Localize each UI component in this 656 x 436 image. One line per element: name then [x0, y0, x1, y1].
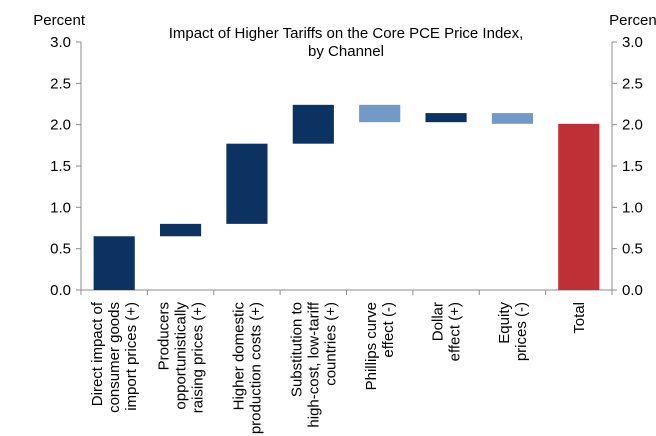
x-tick-label-line: high-cost, low-tariff [305, 301, 322, 427]
y-axis-label-left: Percent [33, 12, 86, 29]
bar-1 [93, 236, 135, 290]
y-tick-label-left: 1.5 [50, 158, 71, 175]
x-tick-label-line: import prices (+) [123, 302, 140, 411]
x-tick-label: Equity prices (-) [496, 302, 530, 362]
x-tick-label-line: effect (+) [447, 302, 464, 361]
x-tick-label-line: Total [571, 302, 588, 334]
x-tick-label-line: Phillips curve [363, 302, 380, 390]
y-tick-label-left: 0.0 [50, 282, 71, 299]
x-tick-label: Higher domestic production costs (+) [230, 302, 264, 435]
y-tick-label-left: 2.5 [50, 75, 71, 92]
x-tick-label-line: production costs (+) [247, 302, 264, 434]
x-tick-label-line: Higher domestic [230, 302, 247, 411]
y-tick-label-left: 3.0 [50, 34, 71, 51]
y-tick-label-right: 0.0 [622, 282, 643, 299]
x-tick-label-line: raising prices (+) [190, 302, 207, 413]
x-tick-label-line: Equity [496, 302, 513, 344]
bar-5 [359, 104, 401, 123]
y-tick-label-right: 3.0 [622, 34, 643, 51]
x-tick-label: Producers opportunistically raising prices… [156, 302, 207, 414]
x-tick-label-line: Direct impact of [89, 301, 106, 406]
chart-title-line1: Impact of Higher Tariffs on the Core PCE… [169, 25, 524, 42]
x-tick-label-line: Dollar [430, 302, 447, 341]
x-tick-label-line: Producers [156, 302, 173, 370]
y-tick-label-left: 0.5 [50, 241, 71, 258]
x-tick-label-line: opportunistically [173, 302, 190, 410]
x-tick-label: Substitution to high-cost, low-tariff coun… [288, 301, 339, 427]
y-tick-label-right: 2.0 [622, 117, 643, 134]
bar-2 [159, 223, 202, 237]
y-tick-label-right: 0.5 [622, 241, 643, 258]
x-tick-label: Total [571, 302, 588, 334]
y-tick-label-left: 1.0 [50, 199, 71, 216]
x-tick-label: Direct impact of consumer goods import pri… [89, 301, 140, 413]
x-tick-label: Phillips curve effect (-) [363, 302, 397, 390]
bar-8 [558, 123, 600, 290]
y-tick-label-left: 2.0 [50, 117, 71, 134]
y-tick-label-right: 1.5 [622, 158, 643, 175]
bar-6 [425, 113, 467, 123]
x-tick-label: Dollar effect (+) [430, 302, 464, 361]
y-tick-label-right: 2.5 [622, 75, 643, 92]
bar-7 [491, 113, 534, 124]
chart-title-line2: by Channel [308, 43, 384, 60]
x-tick-label-line: consumer goods [106, 302, 123, 413]
bar-4 [292, 104, 334, 144]
bar-3 [226, 143, 268, 224]
x-tick-label-line: prices (-) [513, 302, 530, 361]
y-axis-label-right: Percent [609, 12, 656, 29]
x-tick-label-line: countries (+) [322, 302, 339, 386]
y-tick-label-right: 1.0 [622, 199, 643, 216]
x-tick-label-line: effect (-) [380, 302, 397, 358]
x-tick-label-line: Substitution to [288, 302, 305, 397]
